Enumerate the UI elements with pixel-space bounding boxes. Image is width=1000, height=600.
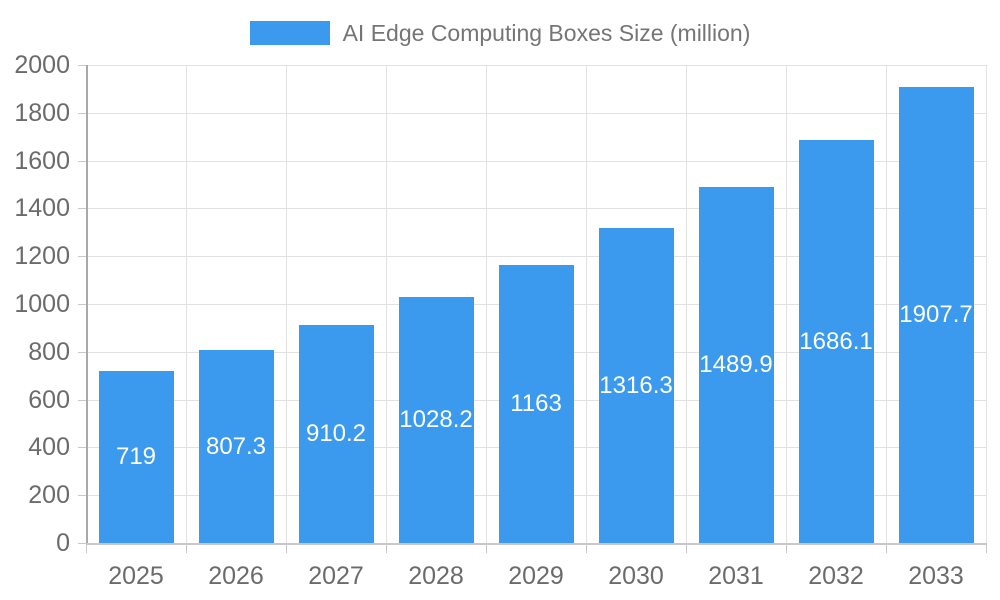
- y-axis-tick-label: 400: [28, 433, 70, 462]
- x-tick-mark: [186, 543, 187, 553]
- x-axis-tick-label: 2027: [308, 562, 364, 590]
- bar-value-label: 1686.1: [799, 327, 873, 355]
- y-tick-mark: [78, 160, 86, 162]
- legend-label: AI Edge Computing Boxes Size (million): [342, 19, 751, 46]
- x-tick-mark: [86, 543, 87, 553]
- y-tick-mark: [78, 65, 86, 66]
- y-axis-tick-label: 1200: [14, 242, 70, 271]
- y-tick-mark: [78, 351, 86, 353]
- bar-value-label: 910.2: [305, 420, 367, 448]
- gridline: [386, 65, 387, 543]
- legend-swatch: [249, 21, 330, 45]
- y-axis-tick-label: 200: [28, 481, 70, 510]
- y-axis-tick-label: 800: [28, 337, 70, 366]
- y-tick-mark: [78, 112, 86, 114]
- x-axis-tick-label: 2029: [508, 562, 564, 590]
- x-axis-tick-label: 2031: [708, 562, 764, 590]
- x-axis-tick-label: 2032: [808, 562, 864, 590]
- gridline: [486, 65, 487, 543]
- x-tick-mark: [286, 543, 287, 553]
- gridline: [86, 65, 986, 66]
- y-axis-tick-label: 1800: [14, 98, 70, 127]
- bar: [298, 325, 374, 543]
- x-axis-tick-label: 2025: [108, 562, 164, 590]
- gridline: [86, 160, 986, 162]
- x-tick-mark: [386, 543, 387, 553]
- y-tick-mark: [78, 256, 86, 258]
- y-axis-tick-label: 2000: [14, 51, 70, 79]
- x-axis-tick-label: 2033: [908, 562, 964, 590]
- x-tick-mark: [686, 543, 687, 553]
- gridline: [286, 65, 287, 543]
- y-axis-tick-label: 1000: [14, 290, 70, 318]
- bar-value-label: 1163: [510, 390, 562, 418]
- x-tick-mark: [886, 543, 887, 553]
- bar-value-label: 1028.2: [399, 406, 473, 434]
- y-tick-mark: [78, 447, 86, 449]
- x-tick-mark: [986, 543, 987, 553]
- y-tick-mark: [78, 304, 86, 305]
- y-axis-line: [86, 65, 88, 543]
- bar: [198, 350, 274, 543]
- gridline: [786, 65, 787, 543]
- bar: [598, 228, 674, 543]
- gridline: [686, 65, 687, 543]
- bar: [898, 87, 974, 543]
- x-axis-line: [86, 543, 986, 545]
- gridline: [86, 112, 986, 114]
- y-tick-mark: [78, 495, 86, 497]
- gridline: [986, 65, 987, 543]
- bar-value-label: 719: [115, 443, 157, 471]
- y-tick-mark: [78, 399, 86, 401]
- bar: [498, 265, 574, 543]
- x-axis-tick-label: 2028: [408, 562, 464, 590]
- bar: [98, 371, 174, 543]
- bar: [698, 186, 774, 543]
- bar-value-label: 1907.7: [899, 301, 973, 329]
- legend-item[interactable]: AI Edge Computing Boxes Size (million): [249, 19, 751, 47]
- y-axis-tick-label: 1400: [14, 194, 70, 223]
- y-axis-tick-label: 600: [28, 385, 70, 414]
- bar-value-label: 807.3: [205, 432, 267, 460]
- gridline: [86, 256, 986, 258]
- x-tick-mark: [786, 543, 787, 553]
- bar: [398, 297, 474, 543]
- y-axis-tick-label: 0: [56, 529, 70, 557]
- gridline: [86, 208, 986, 210]
- x-tick-mark: [486, 543, 487, 553]
- bar-value-label: 1489.9: [699, 350, 773, 378]
- x-axis-tick-label: 2026: [208, 562, 264, 590]
- x-axis-tick-label: 2030: [608, 562, 664, 590]
- bar: [798, 140, 874, 543]
- y-tick-mark: [78, 543, 86, 544]
- gridline: [886, 65, 887, 543]
- bar-value-label: 1316.3: [599, 371, 673, 399]
- x-tick-mark: [586, 543, 587, 553]
- gridline: [186, 65, 187, 543]
- gridline: [586, 65, 587, 543]
- y-tick-mark: [78, 208, 86, 210]
- y-axis-tick-label: 1600: [14, 146, 70, 175]
- legend: AI Edge Computing Boxes Size (million): [0, 14, 1000, 52]
